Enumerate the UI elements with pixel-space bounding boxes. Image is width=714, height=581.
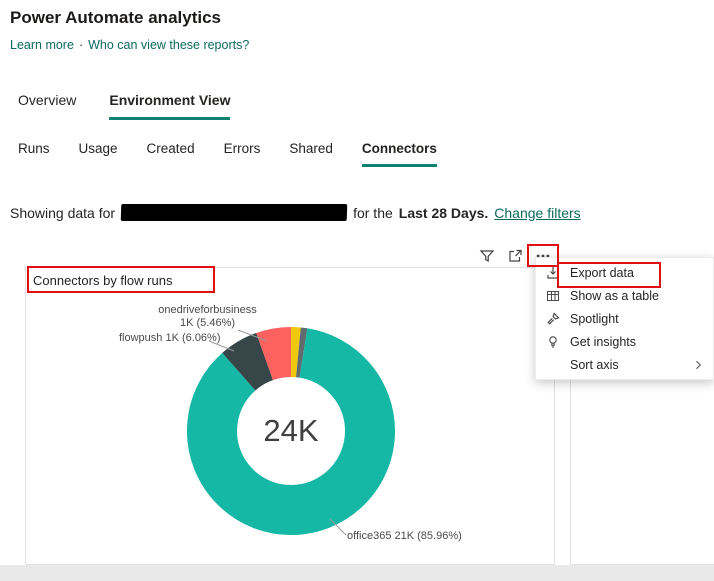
learn-more-link[interactable]: Learn more <box>10 38 74 52</box>
subtab-created[interactable]: Created <box>146 141 195 156</box>
subtab-runs[interactable]: Runs <box>18 141 50 156</box>
change-filters-link[interactable]: Change filters <box>494 204 581 221</box>
chart-title: Connectors by flow runs <box>33 273 173 288</box>
page-bottom-strip <box>0 565 714 581</box>
menu-item-label: Export data <box>570 265 634 280</box>
filter-middle-text: for the <box>353 204 393 221</box>
page-title: Power Automate analytics <box>10 8 221 27</box>
callout-onedrive-name: onedriveforbusiness <box>158 304 257 316</box>
callout-office365: office365 21K (85.96%) <box>347 530 462 542</box>
menu-item-get-insights[interactable]: Get insights <box>536 330 713 353</box>
filter-prefix-text: Showing data for <box>10 204 116 221</box>
main-tab-bar: Overview Environment View <box>18 92 231 120</box>
filter-period-text: Last 28 Days. <box>398 204 489 221</box>
subtab-errors[interactable]: Errors <box>223 141 261 156</box>
visual-context-menu: Export data Show as a table Spotlight Ge… <box>535 257 714 380</box>
focus-mode-icon[interactable] <box>507 248 523 264</box>
menu-item-label: Get insights <box>570 334 637 349</box>
menu-item-show-as-table[interactable]: Show as a table <box>536 284 713 307</box>
callout-onedriveforbusiness: onedriveforbusiness 1K (5.46%) <box>125 304 290 330</box>
chevron-right-icon <box>692 359 704 371</box>
who-can-view-link[interactable]: Who can view these reports? <box>88 38 250 52</box>
donut-chart[interactable] <box>180 320 402 542</box>
callout-onedrive-value: 1K (5.46%) <box>179 317 236 329</box>
visual-toolbar <box>479 246 551 266</box>
subtab-usage[interactable]: Usage <box>78 141 118 156</box>
subtab-connectors[interactable]: Connectors <box>361 141 437 167</box>
menu-item-spotlight[interactable]: Spotlight <box>536 307 713 330</box>
menu-item-sort-axis[interactable]: Sort axis <box>536 353 713 376</box>
filter-bar: Showing data for for the Last 28 Days. C… <box>10 204 581 221</box>
link-separator: · <box>78 38 84 52</box>
callout-flowpush: flowpush 1K (6.06%) <box>119 332 221 344</box>
lightbulb-icon <box>545 334 561 350</box>
export-icon <box>545 265 561 281</box>
redaction-scribble <box>120 204 348 221</box>
tab-overview[interactable]: Overview <box>18 92 77 108</box>
tab-environment-view[interactable]: Environment View <box>109 92 231 120</box>
subtab-shared[interactable]: Shared <box>289 141 333 156</box>
menu-item-label: Show as a table <box>570 288 659 303</box>
header-links: Learn more · Who can view these reports? <box>10 38 249 52</box>
blank-icon-space <box>545 357 561 373</box>
menu-item-export-data[interactable]: Export data <box>536 261 713 284</box>
more-options-icon[interactable] <box>535 248 551 264</box>
filter-icon[interactable] <box>479 248 495 264</box>
spotlight-icon <box>545 311 561 327</box>
table-icon <box>545 288 561 304</box>
menu-item-label: Spotlight <box>570 311 619 326</box>
menu-item-label: Sort axis <box>570 357 619 372</box>
sub-tab-bar: Runs Usage Created Errors Shared Connect… <box>18 141 437 167</box>
